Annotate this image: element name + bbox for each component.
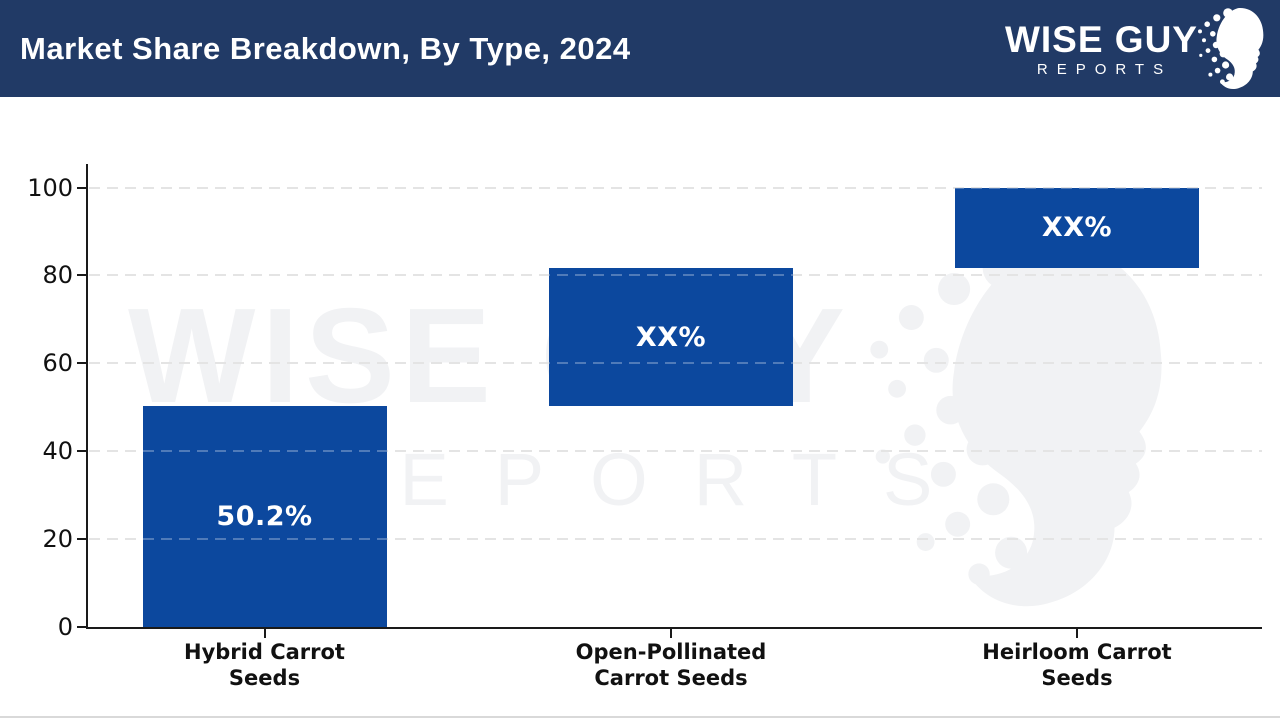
- y-axis-tick: [77, 362, 86, 365]
- x-axis-category-line: Heirloom Carrot: [982, 640, 1172, 664]
- x-axis-tick: [263, 629, 266, 638]
- bottom-border: [0, 716, 1280, 718]
- x-axis-category-line: Hybrid Carrot: [184, 640, 345, 664]
- gridline-y-40: [89, 450, 1262, 453]
- x-axis-tick: [670, 629, 672, 638]
- x-axis-category-line: Seeds: [1041, 666, 1113, 690]
- bar-value-label: 50.2%: [216, 501, 313, 533]
- page-title: Market Share Breakdown, By Type, 2024: [20, 31, 631, 66]
- gridline-y-20: [89, 538, 1262, 541]
- bar-segment: XX%: [955, 187, 1199, 269]
- y-axis-tick-label: 40: [42, 437, 73, 466]
- y-axis-tick: [77, 274, 86, 277]
- logo-text: WISE GUY REPORTS: [1005, 21, 1198, 78]
- logo-wordmark: WISE GUY: [1004, 19, 1198, 60]
- header-bar: Market Share Breakdown, By Type, 2024 WI…: [0, 0, 1280, 97]
- y-axis-tick-label: 80: [42, 261, 73, 290]
- gridline-y-100: [89, 186, 1262, 189]
- y-axis-tick-label: 20: [42, 525, 73, 554]
- gridline-y-40: [89, 450, 1262, 453]
- y-axis-line: [86, 164, 88, 629]
- wiseguy-reports-logo: WISE GUY REPORTS: [1005, 0, 1270, 97]
- x-axis-category-line: Seeds: [228, 666, 301, 690]
- gridline-y-60: [89, 362, 1262, 365]
- y-axis-tick-label: 60: [42, 349, 73, 378]
- wiseguy-face-icon: [1198, 8, 1264, 90]
- y-axis-tick-label: 0: [57, 613, 73, 641]
- x-axis-category-line: Open-Pollinated: [575, 640, 767, 664]
- x-axis-category-label: Hybrid Carrot Seeds: [95, 639, 435, 691]
- x-axis-tick: [1076, 629, 1078, 638]
- y-axis-tick: [77, 450, 86, 453]
- x-axis-category-label: Heirloom Carrot Seeds: [907, 639, 1247, 691]
- bar-value-label: XX%: [1041, 212, 1113, 244]
- y-axis-tick-label: 100: [27, 173, 73, 202]
- bar-segment: 50.2%: [142, 406, 387, 627]
- x-axis-line: [86, 627, 1262, 629]
- gridline-y-80: [89, 274, 1262, 277]
- bar-value-label: XX%: [635, 321, 707, 353]
- x-axis-category-label: Open-Pollinated Carrot Seeds: [501, 639, 841, 691]
- gridline-y-20: [89, 538, 1262, 541]
- gridline-y-100: [89, 186, 1262, 189]
- x-axis-category-line: Carrot Seeds: [594, 666, 748, 690]
- y-axis-tick: [77, 626, 86, 628]
- bar-segment: XX%: [549, 268, 793, 407]
- logo-subtitle: REPORTS: [1036, 61, 1173, 78]
- y-axis-tick: [77, 538, 86, 541]
- y-axis-tick: [77, 186, 86, 189]
